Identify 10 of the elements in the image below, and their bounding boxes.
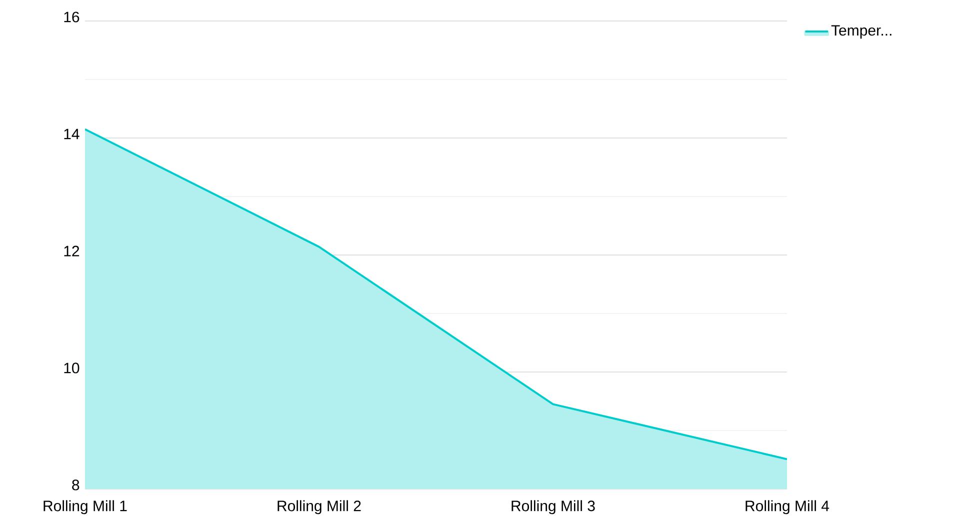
x-tick-label: Rolling Mill 4 xyxy=(746,500,830,514)
legend-label: Temper... xyxy=(831,25,892,39)
y-tick-label: 8 xyxy=(72,480,80,490)
x-tick-label: Rolling Mill 3 xyxy=(512,500,595,514)
y-tick-label: 10 xyxy=(64,362,80,374)
y-tick-label: 16 xyxy=(64,12,80,22)
y-tick-label: 12 xyxy=(64,246,80,256)
y-tick-label: 14 xyxy=(64,128,80,140)
x-tick-label: Rolling Mill 1 xyxy=(44,500,127,514)
x-tick-label: Rolling Mill 2 xyxy=(278,500,361,514)
